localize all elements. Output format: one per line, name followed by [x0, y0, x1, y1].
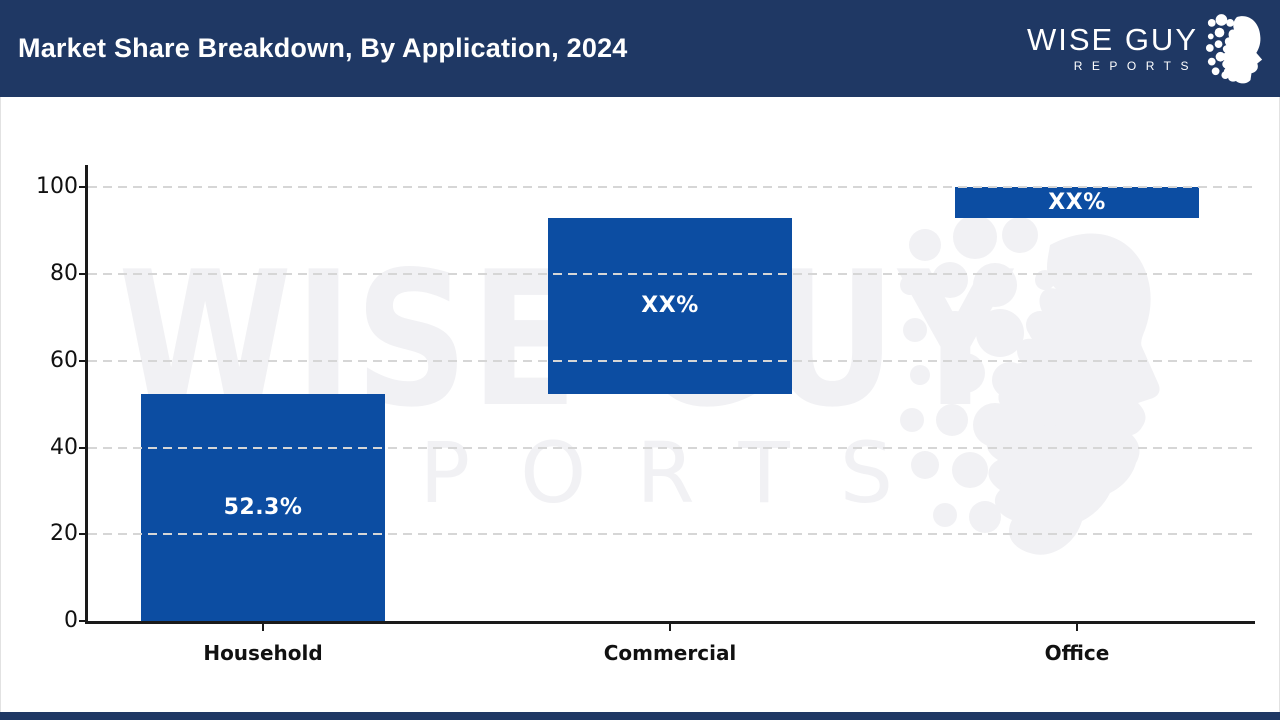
x-tick-mark-commercial — [669, 623, 671, 631]
y-tick-label-100: 100 — [36, 174, 78, 200]
y-tick-mark-0 — [79, 620, 87, 622]
gridline-20 — [88, 533, 1253, 536]
x-tick-mark-household — [262, 623, 264, 631]
gridline-60 — [88, 359, 1253, 362]
x-axis-spine — [85, 621, 1255, 624]
y-tick-label-60: 60 — [50, 347, 78, 373]
title-bar: Market Share Breakdown, By Application, … — [0, 0, 1280, 97]
x-axis-label-commercial: Commercial — [603, 641, 737, 665]
chart-title: Market Share Breakdown, By Application, … — [18, 33, 628, 63]
y-tick-label-80: 80 — [50, 261, 78, 287]
bar-household: 52.3% — [141, 394, 385, 621]
bar-office: XX% — [955, 187, 1199, 218]
y-tick-mark-100 — [79, 186, 87, 189]
gridline-80 — [88, 273, 1253, 276]
y-tick-mark-60 — [79, 359, 87, 362]
footer-bar — [0, 712, 1280, 720]
y-axis-spine — [85, 165, 88, 624]
gridline-40 — [88, 446, 1253, 449]
bar-value-label-household: 52.3% — [223, 495, 303, 521]
chart-area: WISE GUY REPORTS 0 20 40 60 80 100 52.3% Househ… — [0, 97, 1280, 712]
logo-wordmark-line1: WISE GUY — [1026, 22, 1198, 58]
y-tick-mark-80 — [79, 273, 87, 276]
logo-face-icon — [1205, 13, 1263, 83]
x-axis-label-office: Office — [1044, 641, 1110, 665]
y-tick-label-20: 20 — [50, 521, 78, 547]
y-tick-mark-40 — [79, 446, 87, 449]
x-axis-label-household: Household — [203, 641, 323, 665]
logo-wordmark: WISE GUY REPORTS — [1027, 24, 1198, 73]
y-tick-label-40: 40 — [50, 434, 78, 460]
brand-logo: WISE GUY REPORTS — [1027, 10, 1266, 88]
bar-value-label-office: XX% — [1048, 189, 1106, 215]
gridline-100 — [88, 186, 1253, 189]
x-tick-mark-office — [1076, 623, 1078, 631]
y-tick-label-0: 0 — [64, 608, 78, 633]
bar-value-label-commercial: XX% — [641, 293, 699, 319]
bar-commercial: XX% — [548, 217, 792, 395]
watermark-face-icon — [900, 215, 1160, 555]
logo-wordmark-line2: REPORTS — [1073, 58, 1198, 73]
y-tick-mark-20 — [79, 533, 87, 536]
